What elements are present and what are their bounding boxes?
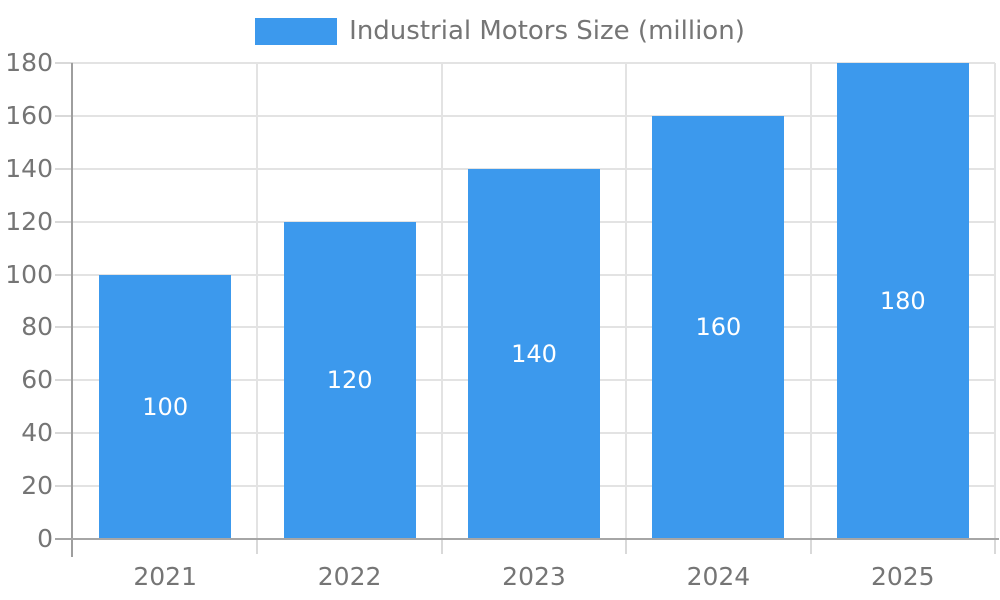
bar-value-label: 140 bbox=[511, 339, 557, 368]
x-axis-line bbox=[55, 538, 999, 540]
y-axis-label: 140 bbox=[5, 153, 53, 183]
bar-2025 bbox=[836, 63, 969, 539]
y-axis-line bbox=[71, 63, 73, 557]
x-axis-tick bbox=[440, 539, 443, 554]
y-axis-tick bbox=[55, 62, 73, 64]
x-axis-tick bbox=[809, 539, 812, 554]
y-axis-tick bbox=[55, 379, 73, 382]
bar-2021 bbox=[99, 274, 232, 539]
y-axis-label: 40 bbox=[21, 418, 53, 448]
y-axis-tick bbox=[55, 114, 73, 117]
bar-2023 bbox=[468, 168, 600, 539]
y-axis-label: 120 bbox=[5, 206, 53, 236]
bar-2024 bbox=[652, 115, 785, 539]
x-axis-tick bbox=[256, 539, 259, 554]
x-axis-label: 2023 bbox=[502, 562, 566, 591]
y-axis-tick bbox=[55, 326, 73, 329]
gridline-horizontal bbox=[73, 62, 995, 64]
x-axis-label: 2024 bbox=[686, 562, 751, 591]
y-axis-label: 80 bbox=[21, 312, 53, 342]
y-axis-label: 20 bbox=[21, 471, 53, 501]
gridline-horizontal bbox=[73, 114, 995, 117]
legend-swatch bbox=[255, 17, 338, 45]
y-axis-label: 160 bbox=[5, 100, 53, 130]
y-axis-label: 0 bbox=[37, 524, 53, 553]
y-axis-label: 60 bbox=[21, 365, 53, 395]
gridline-vertical bbox=[994, 63, 996, 539]
y-axis-label: 180 bbox=[5, 48, 53, 77]
y-axis-tick bbox=[55, 220, 73, 223]
y-axis-tick bbox=[55, 273, 73, 276]
y-axis-label: 100 bbox=[5, 259, 53, 289]
y-axis-tick bbox=[55, 167, 73, 170]
x-axis-label: 2021 bbox=[133, 562, 197, 591]
bar-value-label: 120 bbox=[326, 366, 373, 395]
x-axis-label: 2025 bbox=[870, 562, 935, 591]
bar-value-label: 180 bbox=[879, 287, 926, 315]
x-axis-label: 2022 bbox=[317, 562, 382, 591]
gridline-vertical bbox=[440, 63, 443, 539]
x-axis-tick bbox=[625, 539, 628, 554]
y-axis-tick bbox=[55, 432, 73, 435]
y-axis-tick bbox=[55, 485, 73, 488]
bar-value-label: 160 bbox=[695, 313, 742, 342]
gridline-vertical bbox=[809, 63, 812, 539]
x-axis-tick bbox=[994, 539, 996, 554]
bar-2022 bbox=[283, 221, 416, 539]
gridline-vertical bbox=[256, 63, 259, 539]
chart-legend: Industrial Motors Size (million) bbox=[0, 15, 1000, 47]
bar-value-label: 100 bbox=[142, 392, 189, 421]
legend-label: Industrial Motors Size (million) bbox=[349, 16, 745, 46]
gridline-vertical bbox=[625, 63, 628, 539]
